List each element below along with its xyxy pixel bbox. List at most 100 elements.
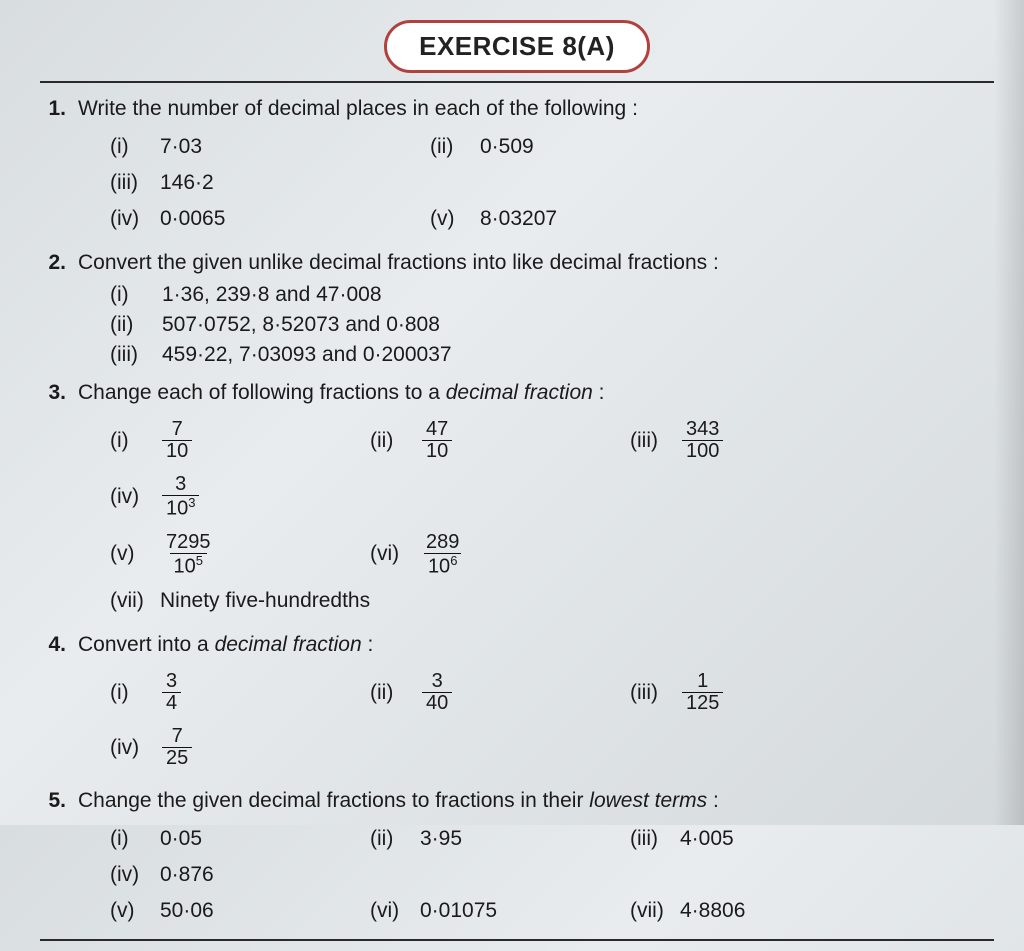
q1-options-row2: (iv) 0·0065 (v) 8·03207 [110, 201, 994, 237]
q4-opt-iii-num: 1 [693, 671, 712, 692]
q5-opt-vii-value: 4·8806 [680, 899, 745, 923]
q4-opt-ii-marker: (ii) [370, 681, 412, 705]
q5-opt-iv-marker: (iv) [110, 863, 152, 887]
q3-options-row1: (i) 7 10 (ii) 47 10 (iii) 343 100 (iv) 3 [110, 413, 994, 526]
q3-opt-iv-marker: (iv) [110, 485, 152, 509]
q4-text: Convert into a decimal fraction : [78, 633, 994, 657]
q3-opt-ii-den: 10 [422, 440, 452, 462]
q5-opt-ii-marker: (ii) [370, 827, 412, 851]
question-4: 4. Convert into a decimal fraction : [40, 633, 994, 657]
q5-opt-vii-marker: (vii) [630, 899, 672, 923]
q5-opt-vi: (vi) 0·01075 [370, 899, 590, 923]
q5-text: Change the given decimal fractions to fr… [78, 789, 994, 813]
q5-opt-iii: (iii) 4·005 [630, 827, 850, 851]
q4-opt-iii-marker: (iii) [630, 681, 672, 705]
q2-sub-iii: (iii) 459·22, 7·03093 and 0·200037 [110, 343, 994, 367]
top-rule [40, 81, 994, 83]
q2-sub-i-marker: (i) [110, 283, 152, 307]
question-3: 3. Change each of following fractions to… [40, 381, 994, 405]
q5-opt-v-value: 50·06 [160, 899, 214, 923]
q4-opt-iii-den: 125 [682, 692, 723, 714]
q3-text: Change each of following fractions to a … [78, 381, 994, 405]
q2-sub-iii-marker: (iii) [110, 343, 152, 367]
q3-opt-ii: (ii) 47 10 [370, 419, 590, 462]
q1-opt-v-value: 8·03207 [480, 207, 557, 231]
q4-opt-i: (i) 3 4 [110, 671, 330, 714]
q4-text-b: decimal fraction [215, 633, 362, 656]
q3-opt-iii-den: 100 [682, 440, 723, 462]
q4-opt-i-den: 4 [162, 692, 181, 714]
q5-opt-v: (v) 50·06 [110, 899, 330, 923]
q3-opt-v-marker: (v) [110, 542, 152, 566]
q3-opt-vi-marker: (vi) [370, 542, 412, 566]
q5-opt-iii-marker: (iii) [630, 827, 672, 851]
q3-opt-iv-den-exp: 3 [188, 495, 195, 510]
q4-text-a: Convert into a [78, 633, 215, 656]
q4-opt-ii-num: 3 [428, 671, 447, 692]
exercise-page: EXERCISE 8(A) 1. Write the number of dec… [0, 0, 1024, 951]
q2-sub-iii-value: 459·22, 7·03093 and 0·200037 [162, 343, 452, 367]
q2-sub-i: (i) 1·36, 239·8 and 47·008 [110, 283, 994, 307]
header: EXERCISE 8(A) [40, 20, 994, 73]
q3-opt-ii-marker: (ii) [370, 429, 412, 453]
q2-number: 2. [40, 251, 66, 275]
q4-text-c: : [362, 633, 374, 656]
q3-opt-iv-fraction: 3 103 [162, 474, 199, 520]
q3-opt-iv-num: 3 [171, 474, 190, 495]
q5-text-c: : [707, 789, 719, 812]
q3-opt-i-den: 10 [162, 440, 192, 462]
q5-opt-vi-value: 0·01075 [420, 899, 497, 923]
q4-opt-iii: (iii) 1 125 [630, 671, 850, 714]
q5-opt-ii: (ii) 3·95 [370, 827, 590, 851]
exercise-title-pill: EXERCISE 8(A) [384, 20, 650, 73]
q1-opt-iv-marker: (iv) [110, 207, 152, 231]
q3-opt-ii-fraction: 47 10 [422, 419, 452, 462]
q3-opt-v-fraction: 7295 105 [162, 532, 215, 578]
q4-opt-ii-den: 40 [422, 692, 452, 714]
q3-opt-vi: (vi) 289 106 [370, 532, 590, 578]
q3-opt-i-fraction: 7 10 [162, 419, 192, 462]
q4-opt-i-num: 3 [162, 671, 181, 692]
q1-options-row1: (i) 7·03 (ii) 0·509 (iii) 146·2 [110, 129, 994, 201]
q4-opt-ii-fraction: 3 40 [422, 671, 452, 714]
q5-opt-iv: (iv) 0·876 [110, 863, 330, 887]
q4-opt-i-marker: (i) [110, 681, 152, 705]
q1-opt-i: (i) 7·03 [110, 135, 390, 159]
q5-opt-iii-value: 4·005 [680, 827, 734, 851]
q3-text-b: decimal fraction [446, 381, 593, 404]
q4-opt-iv: (iv) 7 25 [110, 726, 330, 769]
q3-opt-v: (v) 7295 105 [110, 532, 330, 578]
q4-opt-iii-fraction: 1 125 [682, 671, 723, 714]
q3-opt-ii-num: 47 [422, 419, 452, 440]
q1-opt-i-value: 7·03 [160, 135, 202, 159]
q5-opt-i-marker: (i) [110, 827, 152, 851]
q3-opt-i-num: 7 [168, 419, 187, 440]
q3-options-row2: (v) 7295 105 (vi) 289 106 (vii) Ninety f… [110, 526, 994, 620]
q3-opt-iii: (iii) 343 100 [630, 419, 850, 462]
q5-opt-iv-value: 0·876 [160, 863, 214, 887]
q3-opt-vi-den: 106 [424, 553, 461, 578]
q3-opt-vii-marker: (vii) [110, 589, 152, 613]
q5-text-b: lowest terms [589, 789, 707, 812]
q2-sub-ii: (ii) 507·0752, 8·52073 and 0·808 [110, 313, 994, 337]
q2-text: Convert the given unlike decimal fractio… [78, 251, 994, 275]
q2-sub-i-value: 1·36, 239·8 and 47·008 [162, 283, 382, 307]
q3-opt-v-num: 7295 [162, 532, 215, 553]
q5-opt-i-value: 0·05 [160, 827, 202, 851]
q3-opt-iv: (iv) 3 103 [110, 474, 330, 520]
q3-opt-iv-den-base: 10 [166, 498, 188, 520]
q1-opt-i-marker: (i) [110, 135, 152, 159]
q1-opt-v: (v) 8·03207 [430, 207, 710, 231]
q4-opt-iv-marker: (iv) [110, 736, 152, 760]
q4-opt-iv-fraction: 7 25 [162, 726, 192, 769]
q1-opt-ii-value: 0·509 [480, 135, 534, 159]
q4-opt-ii: (ii) 3 40 [370, 671, 590, 714]
question-1: 1. Write the number of decimal places in… [40, 97, 994, 121]
q1-opt-iv-value: 0·0065 [160, 207, 225, 231]
q5-opt-v-marker: (v) [110, 899, 152, 923]
q3-opt-v-den-base: 10 [174, 555, 196, 577]
q1-opt-v-marker: (v) [430, 207, 472, 231]
q4-number: 4. [40, 633, 66, 657]
q2-sub-ii-marker: (ii) [110, 313, 152, 337]
q1-opt-iv: (iv) 0·0065 [110, 207, 390, 231]
